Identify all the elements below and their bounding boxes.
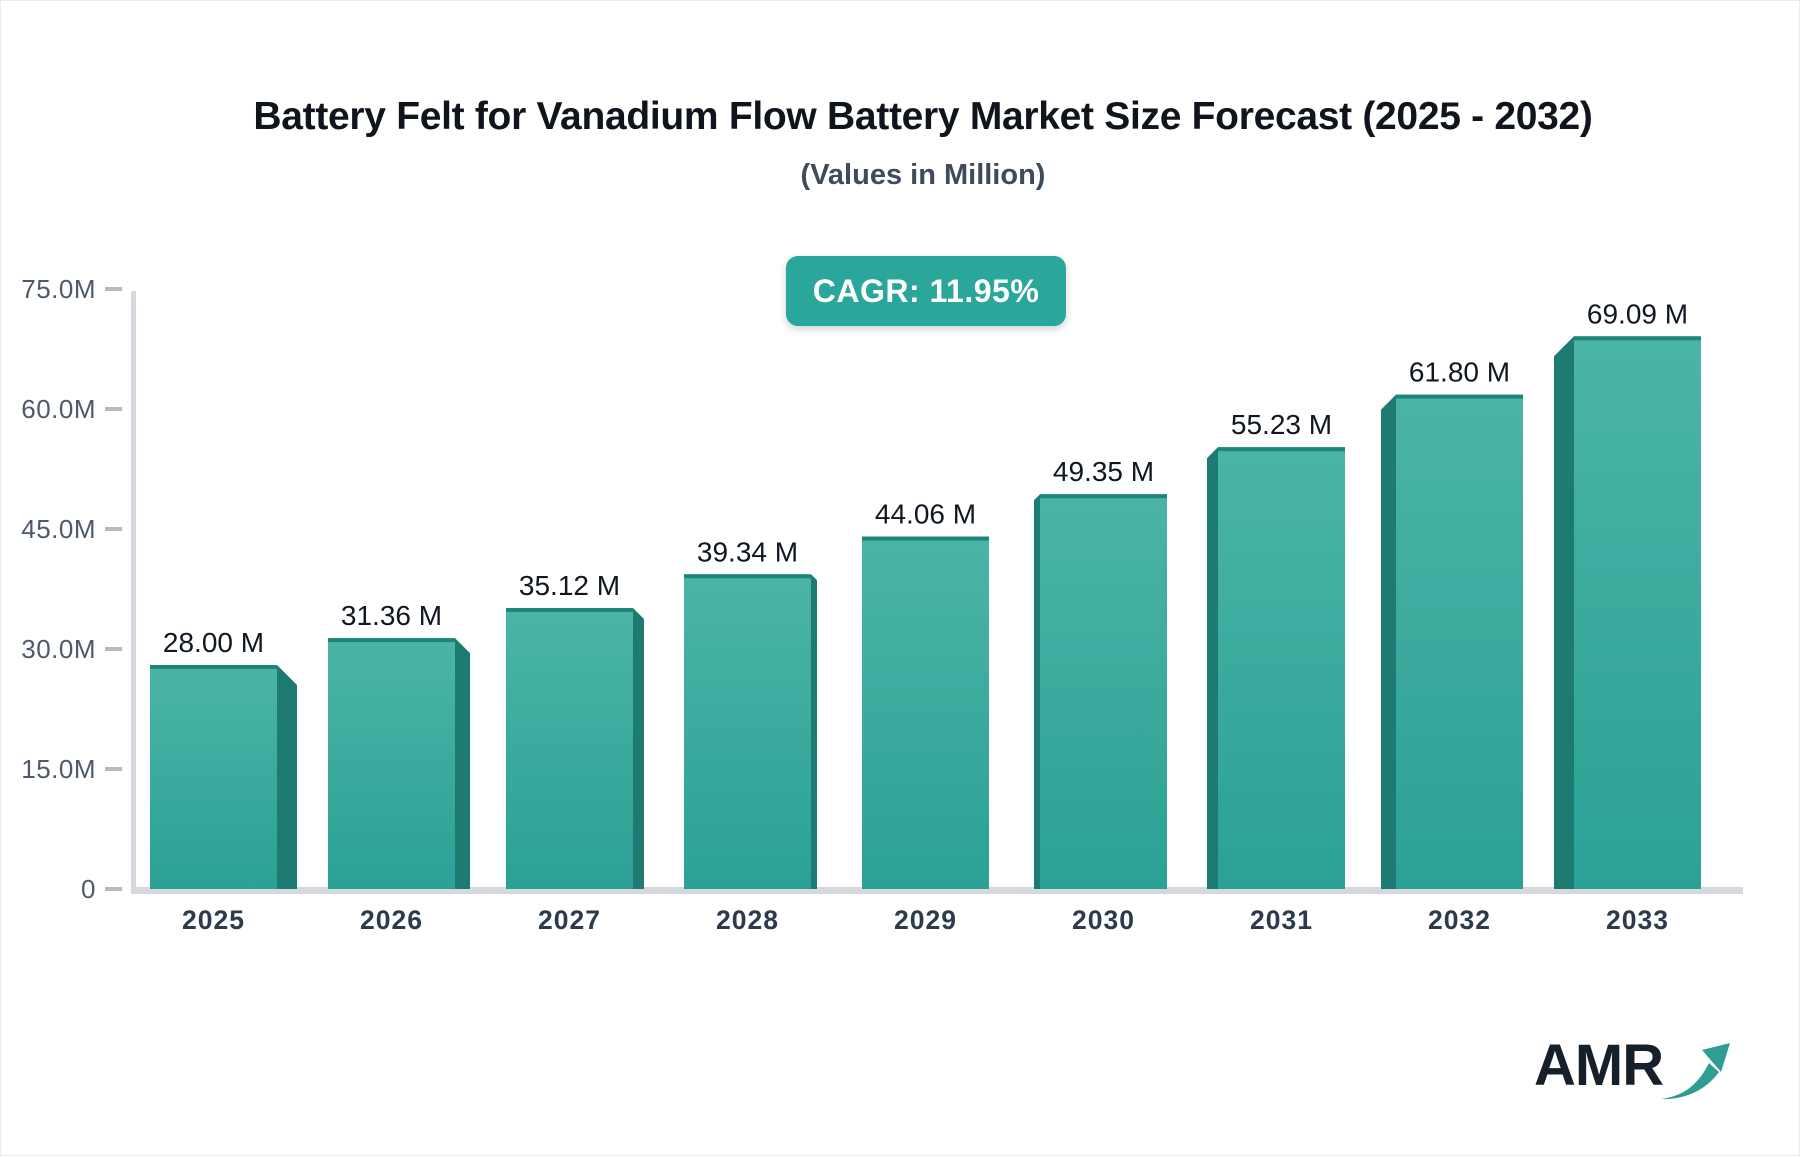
chart-title: Battery Felt for Vanadium Flow Battery M… xyxy=(253,95,1593,138)
chart-header: Battery Felt for Vanadium Flow Battery M… xyxy=(1,95,1800,192)
bar-top-edge xyxy=(1396,394,1523,399)
bar xyxy=(328,638,455,889)
x-tick-label: 2033 xyxy=(1606,905,1669,935)
y-tick-dash xyxy=(105,647,122,651)
bar-side-face xyxy=(455,638,470,889)
y-tick-dash xyxy=(105,887,122,891)
y-tick-dash xyxy=(105,767,122,771)
bar-top-edge xyxy=(328,638,455,643)
bar xyxy=(862,536,989,889)
x-tick-label: 2032 xyxy=(1428,905,1491,935)
bar-side-face xyxy=(1554,336,1574,889)
y-tick-label: 30.0M xyxy=(21,634,96,664)
amr-logo-text: AMR xyxy=(1534,1033,1664,1098)
bar-value-label: 35.12 M xyxy=(519,570,620,601)
bar-side-face xyxy=(1034,494,1040,889)
x-tick-label: 2029 xyxy=(894,905,957,935)
bar-side-face xyxy=(633,608,644,889)
x-tick-label: 2028 xyxy=(716,905,779,935)
bar-value-label: 28.00 M xyxy=(163,627,264,658)
bar-value-label: 39.34 M xyxy=(697,536,798,567)
bar-side-face xyxy=(811,574,817,889)
bar-value-label: 49.35 M xyxy=(1053,456,1154,487)
bar-value-label: 55.23 M xyxy=(1231,409,1332,440)
bar-top-edge xyxy=(684,574,811,579)
x-tick-label: 2026 xyxy=(360,905,423,935)
x-tick-label: 2027 xyxy=(538,905,601,935)
y-axis-line xyxy=(131,291,136,894)
bar-top-edge xyxy=(1218,447,1345,452)
x-tick-label: 2025 xyxy=(182,905,245,935)
bar-top-edge xyxy=(1040,494,1167,499)
bar-value-label: 31.36 M xyxy=(341,600,442,631)
bar xyxy=(684,574,811,889)
bar-side-face xyxy=(1381,394,1396,889)
y-tick-label: 75.0M xyxy=(21,274,96,304)
bar xyxy=(1574,336,1701,889)
chart-subtitle: (Values in Million) xyxy=(800,159,1046,191)
trend-up-arrow-icon xyxy=(1661,1043,1731,1100)
bar xyxy=(1040,494,1167,889)
cagr-badge: CAGR: 11.95% xyxy=(786,256,1066,326)
bar-top-edge xyxy=(150,665,277,669)
bar xyxy=(1396,394,1523,889)
x-axis-baseline xyxy=(131,887,1743,894)
bar-value-label: 69.09 M xyxy=(1587,298,1688,329)
bar xyxy=(1218,447,1345,889)
bar xyxy=(150,665,277,889)
y-tick-label: 15.0M xyxy=(21,754,96,784)
y-tick-label: 0 xyxy=(81,874,96,904)
bar-side-face xyxy=(1207,447,1218,889)
y-tick-dash xyxy=(105,287,122,291)
y-tick-dash xyxy=(105,527,122,531)
bar-value-label: 44.06 M xyxy=(875,499,976,530)
bar-side-face xyxy=(277,665,297,889)
y-tick-label: 60.0M xyxy=(21,394,96,424)
cagr-badge-label: CAGR: 11.95% xyxy=(812,272,1040,309)
bar-top-edge xyxy=(862,536,989,541)
bar-top-edge xyxy=(1574,336,1701,341)
x-tick-label: 2031 xyxy=(1250,905,1313,935)
bar xyxy=(506,608,633,889)
bar-value-label: 61.80 M xyxy=(1409,357,1510,388)
x-tick-label: 2030 xyxy=(1072,905,1135,935)
y-tick-label: 45.0M xyxy=(21,514,96,544)
y-tick-dash xyxy=(105,407,122,411)
amr-logo: AMR xyxy=(1534,1037,1731,1103)
bar-top-edge xyxy=(506,608,633,613)
